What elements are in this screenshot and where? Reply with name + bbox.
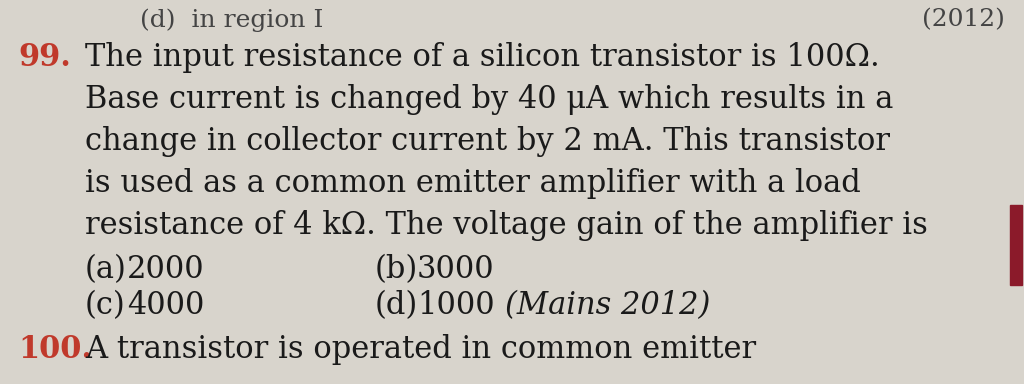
Text: 3000: 3000 [417, 254, 495, 285]
Text: 4000: 4000 [127, 290, 205, 321]
Text: 1000: 1000 [417, 290, 495, 321]
Text: change in collector current by 2 mA. This transistor: change in collector current by 2 mA. Thi… [85, 126, 890, 157]
Text: 2000: 2000 [127, 254, 205, 285]
Text: (Mains 2012): (Mains 2012) [505, 290, 711, 321]
Text: The input resistance of a silicon transistor is 100Ω.: The input resistance of a silicon transi… [85, 42, 880, 73]
Text: Base current is changed by 40 μA which results in a: Base current is changed by 40 μA which r… [85, 84, 893, 115]
Bar [1010, 205, 1022, 285]
Text: resistance of 4 kΩ. The voltage gain of the amplifier is: resistance of 4 kΩ. The voltage gain of … [85, 210, 928, 241]
Text: 99.: 99. [18, 42, 71, 73]
Text: (c): (c) [85, 290, 126, 321]
Text: (a): (a) [85, 254, 127, 285]
Text: 100.: 100. [18, 334, 92, 365]
Text: is used as a common emitter amplifier with a load: is used as a common emitter amplifier wi… [85, 168, 861, 199]
Text: (d): (d) [375, 290, 418, 321]
Text: A transistor is operated in common emitter: A transistor is operated in common emitt… [85, 334, 756, 365]
Text: (2012): (2012) [923, 8, 1005, 31]
Text: (b): (b) [375, 254, 418, 285]
Text: (d)  in region I: (d) in region I [140, 8, 324, 31]
